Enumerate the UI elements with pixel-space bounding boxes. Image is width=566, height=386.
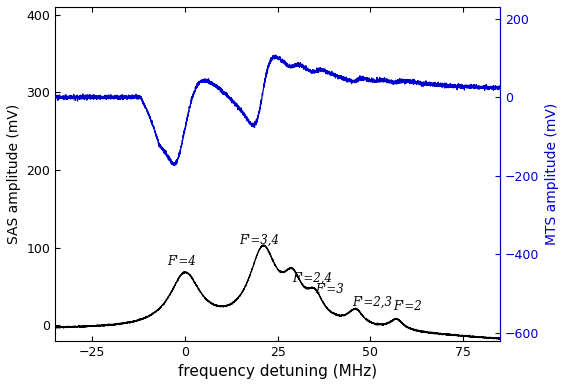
Y-axis label: SAS amplitude (mV): SAS amplitude (mV) [7,104,21,244]
Text: F'=2,4: F'=2,4 [293,272,333,285]
Text: F'=3: F'=3 [315,283,344,296]
Text: F'=3,4: F'=3,4 [239,234,279,247]
Y-axis label: MTS amplitude (mV): MTS amplitude (mV) [545,103,559,245]
Text: F'=2: F'=2 [393,300,422,313]
X-axis label: frequency detuning (MHz): frequency detuning (MHz) [178,364,378,379]
Text: F'=4: F'=4 [167,256,196,269]
Text: F'=2,3: F'=2,3 [352,296,392,309]
